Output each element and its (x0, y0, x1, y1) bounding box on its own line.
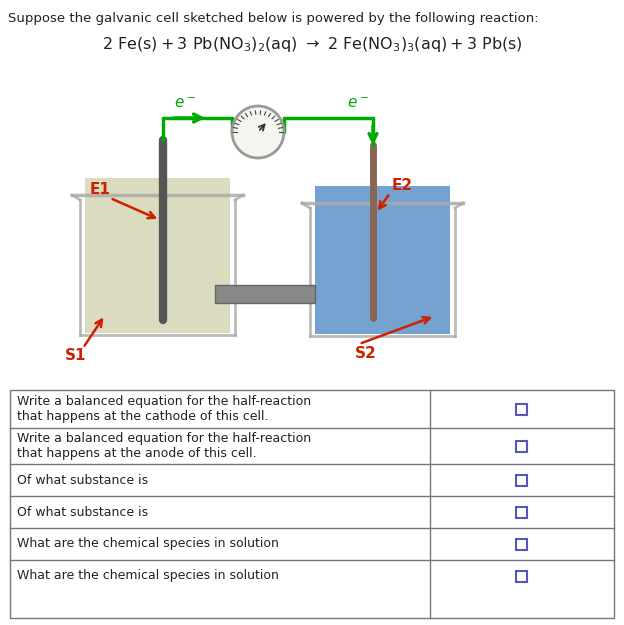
Text: Of what substance is: Of what substance is (17, 474, 152, 486)
Text: S1: S1 (65, 349, 87, 364)
Text: $\rm 2\ Fe(s)+3\ Pb(NO_3)_2(aq)\ \rightarrow\ 2\ Fe(NO_3)_3(aq)+3\ Pb(s)$: $\rm 2\ Fe(s)+3\ Pb(NO_3)_2(aq)\ \righta… (102, 35, 522, 54)
Bar (10, 390, 614, 618)
Bar (517, 474, 527, 486)
Text: $\mathit{e}^-$: $\mathit{e}^-$ (174, 96, 196, 111)
Text: What are the chemical species in solution: What are the chemical species in solutio… (17, 538, 283, 551)
Text: What are the chemical species in solution: What are the chemical species in solutio… (17, 569, 283, 582)
Bar (215, 285, 315, 303)
Circle shape (232, 106, 284, 158)
Bar (517, 441, 527, 451)
Text: Suppose the galvanic cell sketched below is powered by the following reaction:: Suppose the galvanic cell sketched below… (8, 12, 539, 25)
Text: $\mathit{e}^-$: $\mathit{e}^-$ (347, 96, 369, 111)
Text: Write a balanced equation for the half-reaction
that happens at the cathode of t: Write a balanced equation for the half-r… (17, 395, 311, 423)
Text: E1: E1 (90, 182, 111, 198)
Text: S2: S2 (355, 346, 377, 361)
FancyBboxPatch shape (85, 178, 230, 333)
Bar (517, 571, 527, 581)
Bar (517, 539, 527, 549)
Bar (517, 506, 527, 518)
FancyBboxPatch shape (315, 186, 450, 334)
Text: E2: E2 (392, 177, 413, 192)
Bar (517, 404, 527, 414)
Text: Write a balanced equation for the half-reaction
that happens at the anode of thi: Write a balanced equation for the half-r… (17, 432, 311, 460)
Text: Of what substance is: Of what substance is (17, 506, 152, 519)
